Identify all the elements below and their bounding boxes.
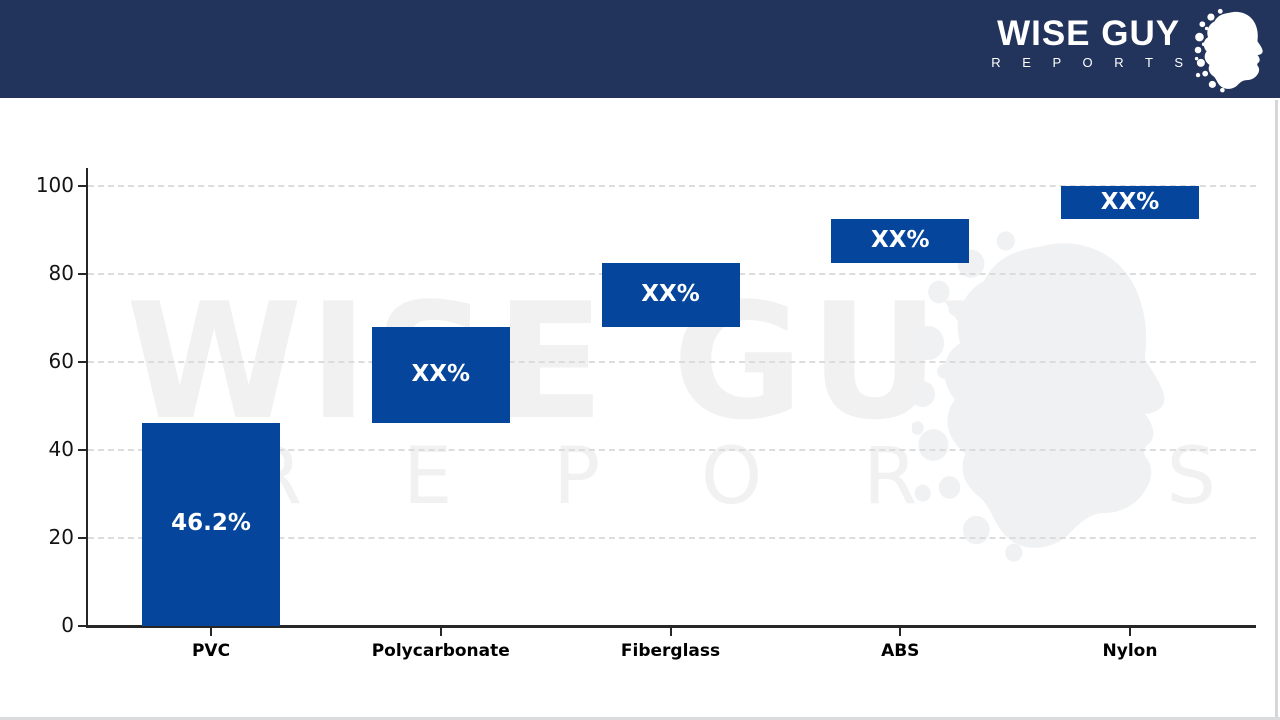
- header-bar: [0, 0, 1280, 98]
- y-tick-label-60: 60: [48, 349, 74, 373]
- y-tick-mark-20: [78, 537, 86, 539]
- gridline-60: [88, 361, 1256, 363]
- gridline-40: [88, 449, 1256, 451]
- bar-polycarbonate: [371, 326, 510, 423]
- bar-value-label-abs: XX%: [870, 227, 930, 253]
- x-tick-mark-abs: [899, 628, 902, 636]
- x-tick-mark-pvc: [210, 628, 212, 636]
- x-category-label-abs: ABS: [881, 641, 920, 661]
- brand-head-icon: [1194, 8, 1263, 93]
- bar-value-label-polycarbonate: XX%: [411, 360, 470, 387]
- y-tick-label-0: 0: [61, 613, 74, 637]
- y-tick-mark-100: [78, 185, 86, 187]
- bar-value-label-nylon: XX%: [1100, 188, 1160, 215]
- x-tick-mark-fiberglass: [669, 628, 672, 636]
- x-category-label-pvc: PVC: [191, 641, 231, 661]
- watermark-head-icon: [912, 231, 1165, 562]
- x-tick-mark-nylon: [1129, 628, 1131, 636]
- y-tick-label-20: 20: [48, 525, 74, 549]
- bar-pvc: [142, 422, 280, 626]
- bar-nylon: [1061, 186, 1199, 220]
- y-tick-label-40: 40: [48, 437, 74, 461]
- gridline-100: [88, 185, 1256, 187]
- x-category-label-nylon: Nylon: [1102, 641, 1158, 661]
- bar-value-label-pvc: 46.2%: [171, 510, 251, 537]
- y-axis-line: [86, 168, 88, 627]
- y-tick-mark-40: [78, 449, 86, 451]
- x-tick-mark-polycarbonate: [439, 628, 442, 636]
- figure-bottom-edge: [0, 717, 1280, 720]
- y-tick-mark-80: [78, 273, 86, 275]
- x-category-label-polycarbonate: Polycarbonate: [371, 641, 510, 661]
- brand-logo: WISE GUY R E P O R T S: [985, 16, 1192, 70]
- x-category-label-fiberglass: Fiberglass: [620, 641, 721, 661]
- x-axis-line: [86, 625, 1256, 628]
- bar-abs: [831, 219, 970, 263]
- gridline-20: [88, 537, 1256, 539]
- y-tick-mark-0: [78, 625, 86, 627]
- y-tick-label-80: 80: [48, 261, 74, 285]
- bar-fiberglass: [601, 262, 740, 327]
- y-tick-mark-60: [78, 361, 86, 363]
- brand-reports-text: R E P O R T S: [991, 55, 1192, 70]
- y-tick-label-100: 100: [35, 173, 74, 197]
- bar-value-label-fiberglass: XX%: [641, 280, 700, 307]
- figure-right-edge: [1275, 100, 1278, 717]
- brand-name-text: WISE GUY: [997, 14, 1181, 53]
